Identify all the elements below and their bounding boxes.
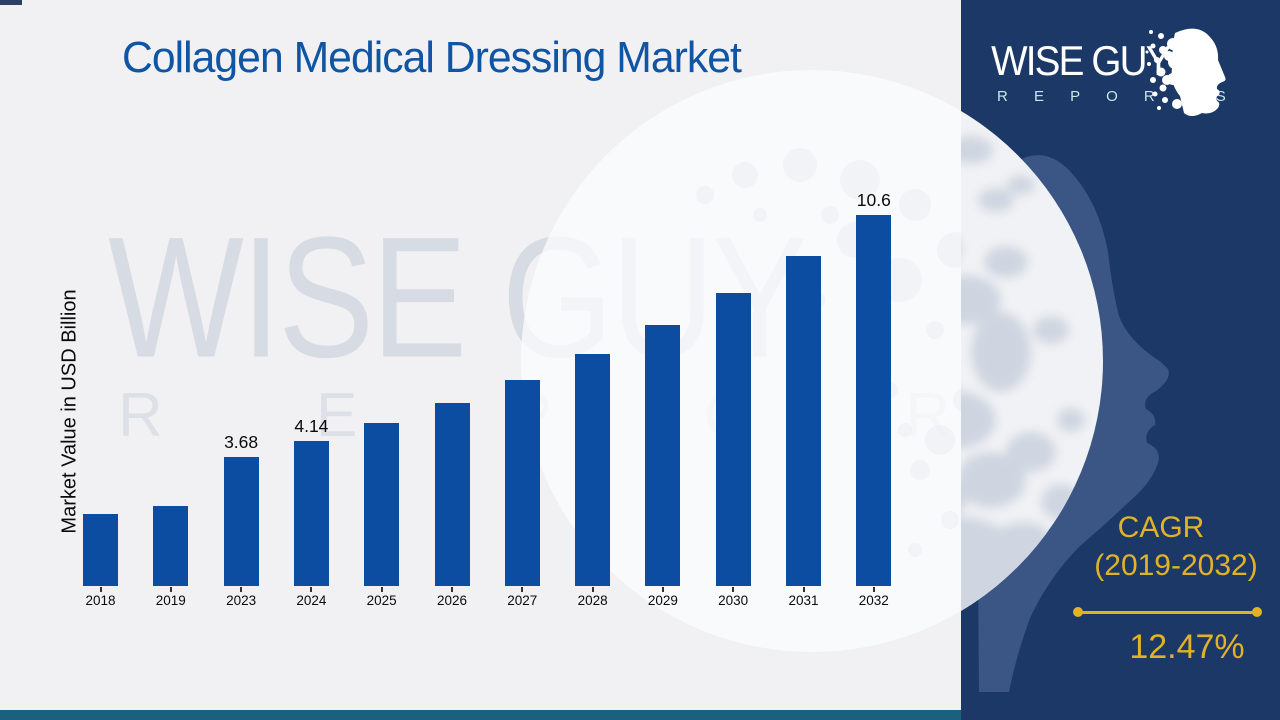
x-label-2032: 2032 [858,593,889,608]
bar-2019 [153,505,189,586]
bar-2030 [715,292,751,586]
bar-2032 [856,215,892,586]
bar-2027 [504,379,540,586]
value-label-2032: 10.6 [856,190,891,210]
bar-2024 [293,441,329,586]
logo-subtext: R E P O R T S [997,88,1237,105]
logo-wordmark: WISE GUY [991,37,1171,84]
page-title: Collagen Medical Dressing Market [122,33,742,82]
x-label-2025: 2025 [366,593,397,608]
bar-2031 [786,256,821,586]
x-tick-2029 [661,587,664,592]
x-tick-2026 [451,587,453,592]
x-label-2024: 2024 [296,593,327,608]
x-tick-2024 [310,587,313,592]
x-label-2019: 2019 [155,593,186,608]
x-label-2031: 2031 [788,593,819,608]
x-tick-2025 [380,587,383,592]
value-label-2023: 3.68 [224,432,259,453]
x-tick-2028 [591,587,594,592]
bar-2023 [223,457,259,586]
bar-2025 [364,422,400,586]
corner-accent [0,0,22,5]
logo-head-icon [1145,28,1226,116]
bar-2018 [83,514,118,586]
x-tick-2027 [521,587,524,592]
x-label-2023: 2023 [226,593,257,608]
moon-map-blobs [961,136,1085,647]
x-tick-2019 [169,587,172,592]
cagr-label: CAGR [1117,511,1205,544]
value-label-2024: 4.14 [294,416,329,437]
cagr-divider [1073,607,1262,617]
x-label-2026: 2026 [436,593,468,608]
brand-panel: WISE GUY R E P O R T S CAGR (2019-2032) … [961,0,1280,720]
x-label-2018: 2018 [85,593,116,608]
x-label-2030: 2030 [718,593,749,608]
x-label-2027: 2027 [507,593,538,608]
cagr-value: 12.47% [1129,628,1245,666]
x-tick-2023 [240,587,243,592]
bottom-accent-bar [0,710,961,720]
x-tick-2030 [732,587,735,592]
x-label-2028: 2028 [577,593,608,608]
bar-2029 [645,325,681,586]
cagr-range: (2019-2032) [1094,549,1258,582]
x-tick-2031 [802,587,805,592]
bar-2028 [575,354,611,586]
x-label-2029: 2029 [647,593,678,608]
divider-left-dot [1073,607,1083,617]
bar-2026 [434,402,470,586]
x-tick-2018 [99,587,102,592]
x-tick-2032 [872,587,875,592]
divider-right-dot [1252,607,1262,617]
bar-chart: 2018 2019 2023 3.68 2024 4.14 2025 2026 2027 2028… [83,190,892,608]
